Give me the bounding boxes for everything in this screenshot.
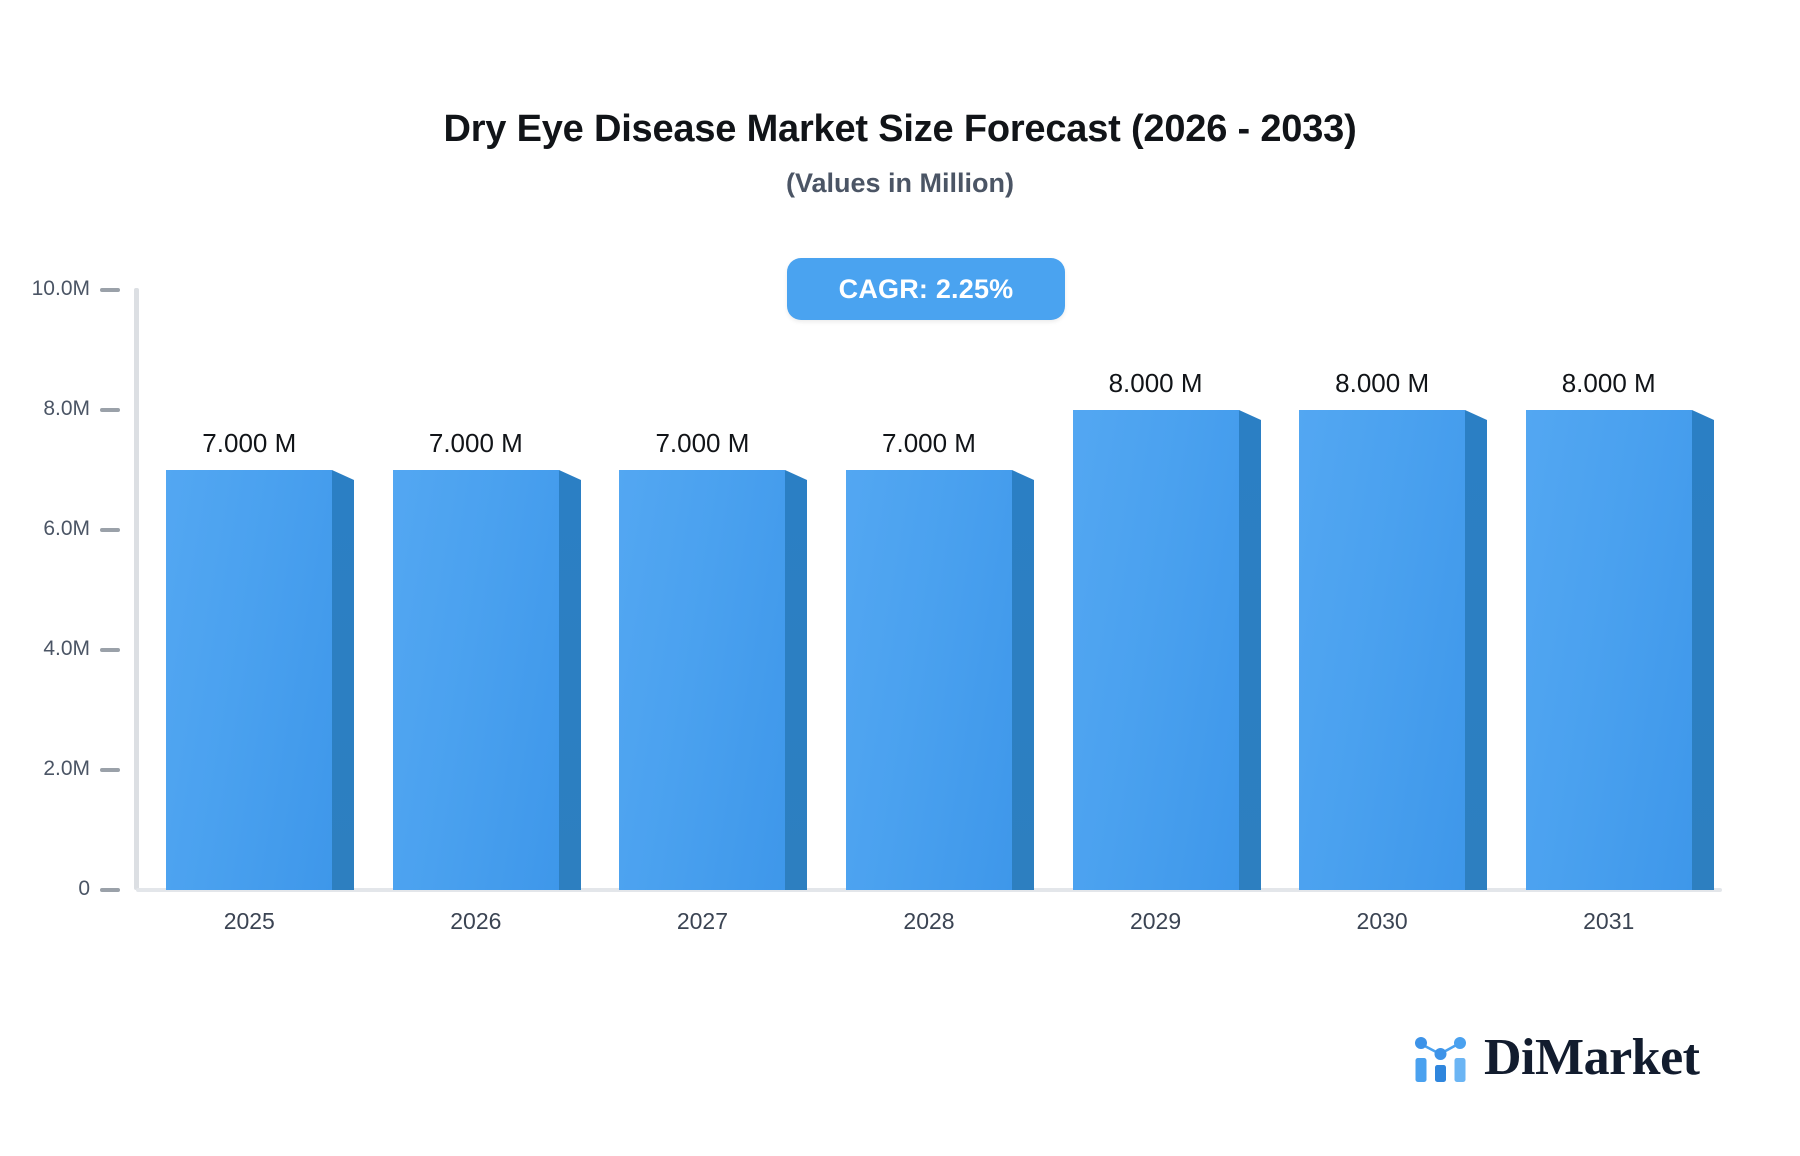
y-tick-label: 6.0M [43, 517, 90, 540]
cagr-badge: CAGR: 2.25% [787, 258, 1065, 320]
chart-subtitle: (Values in Million) [785, 168, 1015, 198]
bar-side-face [1691, 420, 1714, 890]
cagr-badge-label: CAGR: 2.25% [838, 273, 1014, 304]
bar[interactable] [1525, 410, 1714, 890]
y-tick-label: 4.0M [43, 637, 90, 660]
bar-value-label: 7.000 M [202, 428, 297, 458]
x-tick-label: 2027 [676, 908, 728, 934]
bar-value-label: 7.000 M [655, 428, 750, 458]
bar-top-face [1238, 410, 1261, 420]
bar[interactable] [619, 470, 808, 890]
chart-title: Dry Eye Disease Market Size Forecast (20… [443, 108, 1357, 150]
y-tick-mark [100, 528, 120, 532]
x-tick-label: 2028 [903, 908, 955, 934]
x-tick-label: 2029 [1129, 908, 1182, 934]
y-tick-mark [100, 648, 120, 652]
y-tick-label: 0 [78, 877, 90, 900]
bar-side-face [1238, 420, 1261, 890]
x-tick-label: 2025 [223, 908, 275, 934]
bar-top-face [1465, 410, 1488, 420]
bar-side-face [1012, 480, 1034, 890]
x-tick-label: 2030 [1356, 908, 1408, 934]
x-tick-label: 2031 [1583, 908, 1635, 934]
bar-chart-logo-icon [1412, 1032, 1470, 1084]
bar-top-face [558, 470, 581, 480]
bar-front-face [846, 470, 1012, 890]
x-tick-label: 2026 [450, 908, 502, 934]
bar[interactable] [1299, 410, 1488, 890]
bar-side-face [558, 480, 581, 890]
bar-side-face [1465, 420, 1488, 890]
bar-front-face [1072, 410, 1239, 890]
bar-front-face [619, 470, 786, 890]
bar-front-face [392, 470, 559, 890]
brand-logo: DiMarket [1412, 1029, 1700, 1086]
bar[interactable] [166, 470, 355, 890]
bar-side-face [785, 480, 808, 890]
bar[interactable] [1072, 410, 1261, 890]
bar-value-label: 8.000 M [1335, 368, 1430, 398]
bar-value-label: 7.000 M [428, 428, 523, 458]
y-tick-mark [100, 888, 120, 892]
bar-front-face [1299, 410, 1466, 890]
x-axis-line [136, 888, 1722, 892]
bar-top-face [785, 470, 808, 480]
bar-front-face [1525, 410, 1692, 890]
y-tick-label: 2.0M [43, 757, 90, 780]
y-tick-mark [100, 408, 120, 412]
bar-value-label: 8.000 M [1108, 368, 1203, 398]
y-axis-line [134, 288, 139, 890]
brand-name: DiMarket [1484, 1029, 1700, 1086]
bar[interactable] [392, 470, 581, 890]
y-tick-mark [100, 768, 120, 772]
bar-top-face [1012, 470, 1034, 480]
y-tick-label: 10.0M [31, 277, 90, 300]
bar-top-face [332, 470, 355, 480]
bar-side-face [332, 480, 355, 890]
bar-value-label: 8.000 M [1561, 368, 1656, 398]
bar-top-face [1691, 410, 1714, 420]
bar-front-face [166, 470, 333, 890]
y-tick-mark [100, 288, 120, 292]
bar-value-label: 7.000 M [882, 428, 976, 458]
bar[interactable] [846, 470, 1034, 890]
y-tick-label: 8.0M [43, 397, 90, 420]
